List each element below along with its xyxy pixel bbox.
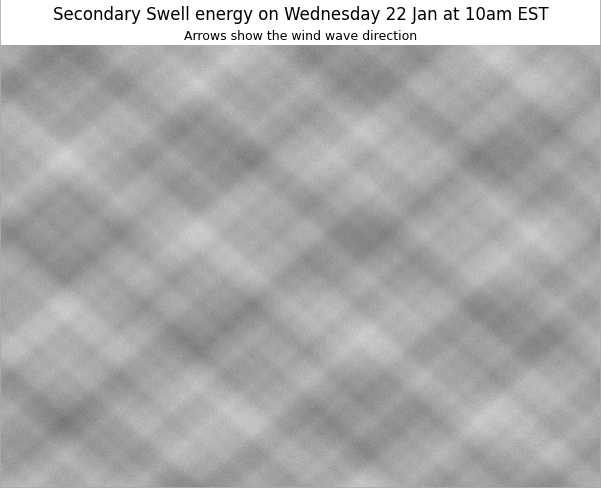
Text: Arrows show the wind wave direction: Arrows show the wind wave direction — [184, 30, 417, 42]
Text: Secondary Swell energy on Wednesday 22 Jan at 10am EST: Secondary Swell energy on Wednesday 22 J… — [53, 6, 548, 24]
